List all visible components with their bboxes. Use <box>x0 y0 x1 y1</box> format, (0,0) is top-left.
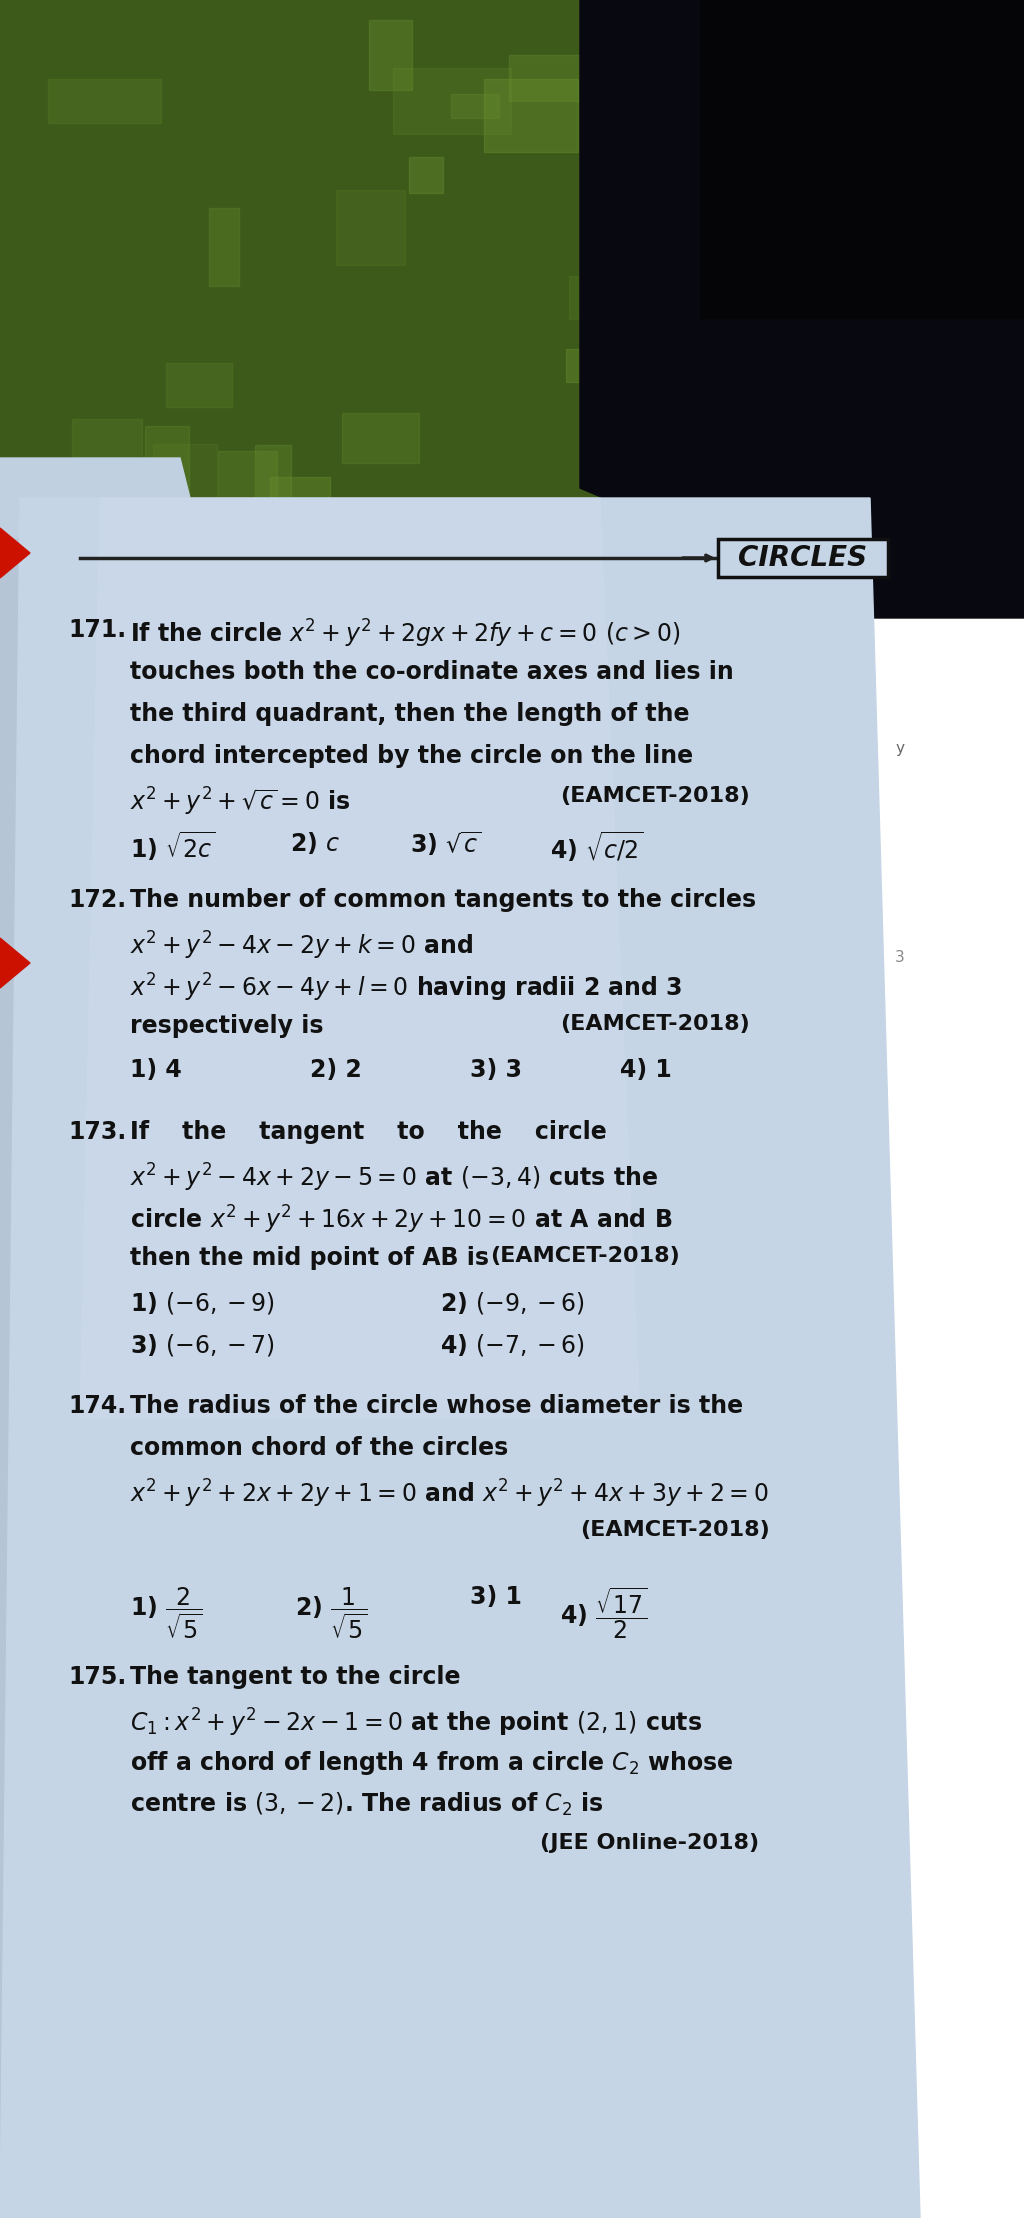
Bar <box>544 0 622 2</box>
Text: 4) $\dfrac{\sqrt{17}}{2}$: 4) $\dfrac{\sqrt{17}}{2}$ <box>560 1586 647 1641</box>
Polygon shape <box>80 499 640 1417</box>
Text: $x^2+y^2+2x+2y+1=0$ and $x^2+y^2+4x+3y+2=0$: $x^2+y^2+2x+2y+1=0$ and $x^2+y^2+4x+3y+2… <box>130 1477 769 1510</box>
Text: respectively is: respectively is <box>130 1014 324 1038</box>
Text: The number of common tangents to the circles: The number of common tangents to the cir… <box>130 887 756 912</box>
Text: 171.: 171. <box>68 619 126 641</box>
Text: 1) $(-6,-9)$: 1) $(-6,-9)$ <box>130 1291 274 1315</box>
Text: the third quadrant, then the length of the: the third quadrant, then the length of t… <box>130 703 689 725</box>
Bar <box>352 357 467 424</box>
Text: $x^2+y^2-6x-4y+l=0$ having radii 2 and 3: $x^2+y^2-6x-4y+l=0$ having radii 2 and 3 <box>130 971 682 1005</box>
Polygon shape <box>0 457 200 539</box>
Bar <box>306 62 347 104</box>
Text: 3: 3 <box>895 952 905 965</box>
Text: The tangent to the circle: The tangent to the circle <box>130 1666 461 1688</box>
Polygon shape <box>0 528 30 579</box>
Text: 174.: 174. <box>68 1393 126 1417</box>
Polygon shape <box>0 938 30 987</box>
Text: 4) 1: 4) 1 <box>620 1058 672 1082</box>
Bar <box>0 0 1024 550</box>
Bar <box>323 197 400 264</box>
Bar <box>36 0 145 62</box>
Text: 1) 4: 1) 4 <box>130 1058 181 1082</box>
Bar <box>386 40 432 104</box>
Text: 172.: 172. <box>68 887 126 912</box>
Text: 3) $(-6,-7)$: 3) $(-6,-7)$ <box>130 1333 274 1357</box>
Text: (JEE Online-2018): (JEE Online-2018) <box>540 1832 759 1852</box>
Text: circle $x^2+y^2+16x+2y+10=0$ at A and B: circle $x^2+y^2+16x+2y+10=0$ at A and B <box>130 1204 673 1235</box>
Text: (EAMCET-2018): (EAMCET-2018) <box>560 785 750 805</box>
Text: off a chord of length 4 from a circle $C_2$ whose: off a chord of length 4 from a circle $C… <box>130 1750 733 1777</box>
Text: 175.: 175. <box>68 1666 126 1688</box>
Bar <box>506 87 579 106</box>
Text: 2) $c$: 2) $c$ <box>290 830 340 856</box>
Bar <box>398 71 472 91</box>
Text: 1) $\dfrac{2}{\sqrt{5}}$: 1) $\dfrac{2}{\sqrt{5}}$ <box>130 1586 202 1641</box>
Text: touches both the co-ordinate axes and lies in: touches both the co-ordinate axes and li… <box>130 661 734 683</box>
Text: y: y <box>895 741 904 756</box>
Text: 173.: 173. <box>68 1120 126 1144</box>
Text: $x^2+y^2-4x-2y+k=0$ and: $x^2+y^2-4x-2y+k=0$ and <box>130 929 473 963</box>
Bar <box>270 100 369 164</box>
Text: If    the    tangent    to    the    circle: If the tangent to the circle <box>130 1120 607 1144</box>
Text: (EAMCET-2018): (EAMCET-2018) <box>490 1247 680 1266</box>
Bar <box>450 408 489 450</box>
Text: $x^2+y^2-4x+2y-5=0$ at $(-3,4)$ cuts the: $x^2+y^2-4x+2y-5=0$ at $(-3,4)$ cuts the <box>130 1162 658 1193</box>
Bar <box>510 401 606 479</box>
Text: 3) 3: 3) 3 <box>470 1058 522 1082</box>
Text: $x^2+y^2+\sqrt{c}=0$ is: $x^2+y^2+\sqrt{c}=0$ is <box>130 785 350 818</box>
Text: chord intercepted by the circle on the line: chord intercepted by the circle on the l… <box>130 743 693 767</box>
Bar <box>718 539 888 577</box>
Text: 4) $\sqrt{c/2}$: 4) $\sqrt{c/2}$ <box>550 830 644 865</box>
Bar <box>700 0 1024 317</box>
Bar <box>562 193 657 255</box>
Bar <box>12 0 92 24</box>
Text: 2) 2: 2) 2 <box>310 1058 361 1082</box>
Text: The radius of the circle whose diameter is the: The radius of the circle whose diameter … <box>130 1393 743 1417</box>
Text: 2) $(-9,-6)$: 2) $(-9,-6)$ <box>440 1291 585 1315</box>
Bar <box>89 357 202 404</box>
Polygon shape <box>0 499 40 2218</box>
Text: 3) 1: 3) 1 <box>470 1586 522 1608</box>
Polygon shape <box>0 499 920 2218</box>
Text: centre is $(3,-2)$. The radius of $C_2$ is: centre is $(3,-2)$. The radius of $C_2$ … <box>130 1790 604 1819</box>
Bar <box>360 299 437 375</box>
Bar <box>52 279 138 346</box>
Text: 2) $\dfrac{1}{\sqrt{5}}$: 2) $\dfrac{1}{\sqrt{5}}$ <box>295 1586 368 1641</box>
Bar <box>214 386 276 426</box>
Text: If the circle $x^2+y^2+2gx+2fy+c=0$ $(c>0)$: If the circle $x^2+y^2+2gx+2fy+c=0$ $(c>… <box>130 619 680 650</box>
Text: $C_1:x^2+y^2-2x-1=0$ at the point $(2,1)$ cuts: $C_1:x^2+y^2-2x-1=0$ at the point $(2,1)… <box>130 1708 702 1739</box>
Text: common chord of the circles: common chord of the circles <box>130 1435 508 1459</box>
Text: 3) $\sqrt{c}$: 3) $\sqrt{c}$ <box>410 830 481 858</box>
Text: (EAMCET-2018): (EAMCET-2018) <box>580 1519 770 1539</box>
Text: 1) $\sqrt{2c}$: 1) $\sqrt{2c}$ <box>130 830 215 863</box>
Bar <box>59 0 134 22</box>
Text: then the mid point of AB is: then the mid point of AB is <box>130 1247 489 1271</box>
Bar <box>391 0 443 11</box>
Bar <box>182 306 234 366</box>
Polygon shape <box>580 0 1024 619</box>
Text: (EAMCET-2018): (EAMCET-2018) <box>560 1014 750 1034</box>
Text: CIRCLES: CIRCLES <box>738 543 867 572</box>
Text: 4) $(-7,-6)$: 4) $(-7,-6)$ <box>440 1333 585 1357</box>
